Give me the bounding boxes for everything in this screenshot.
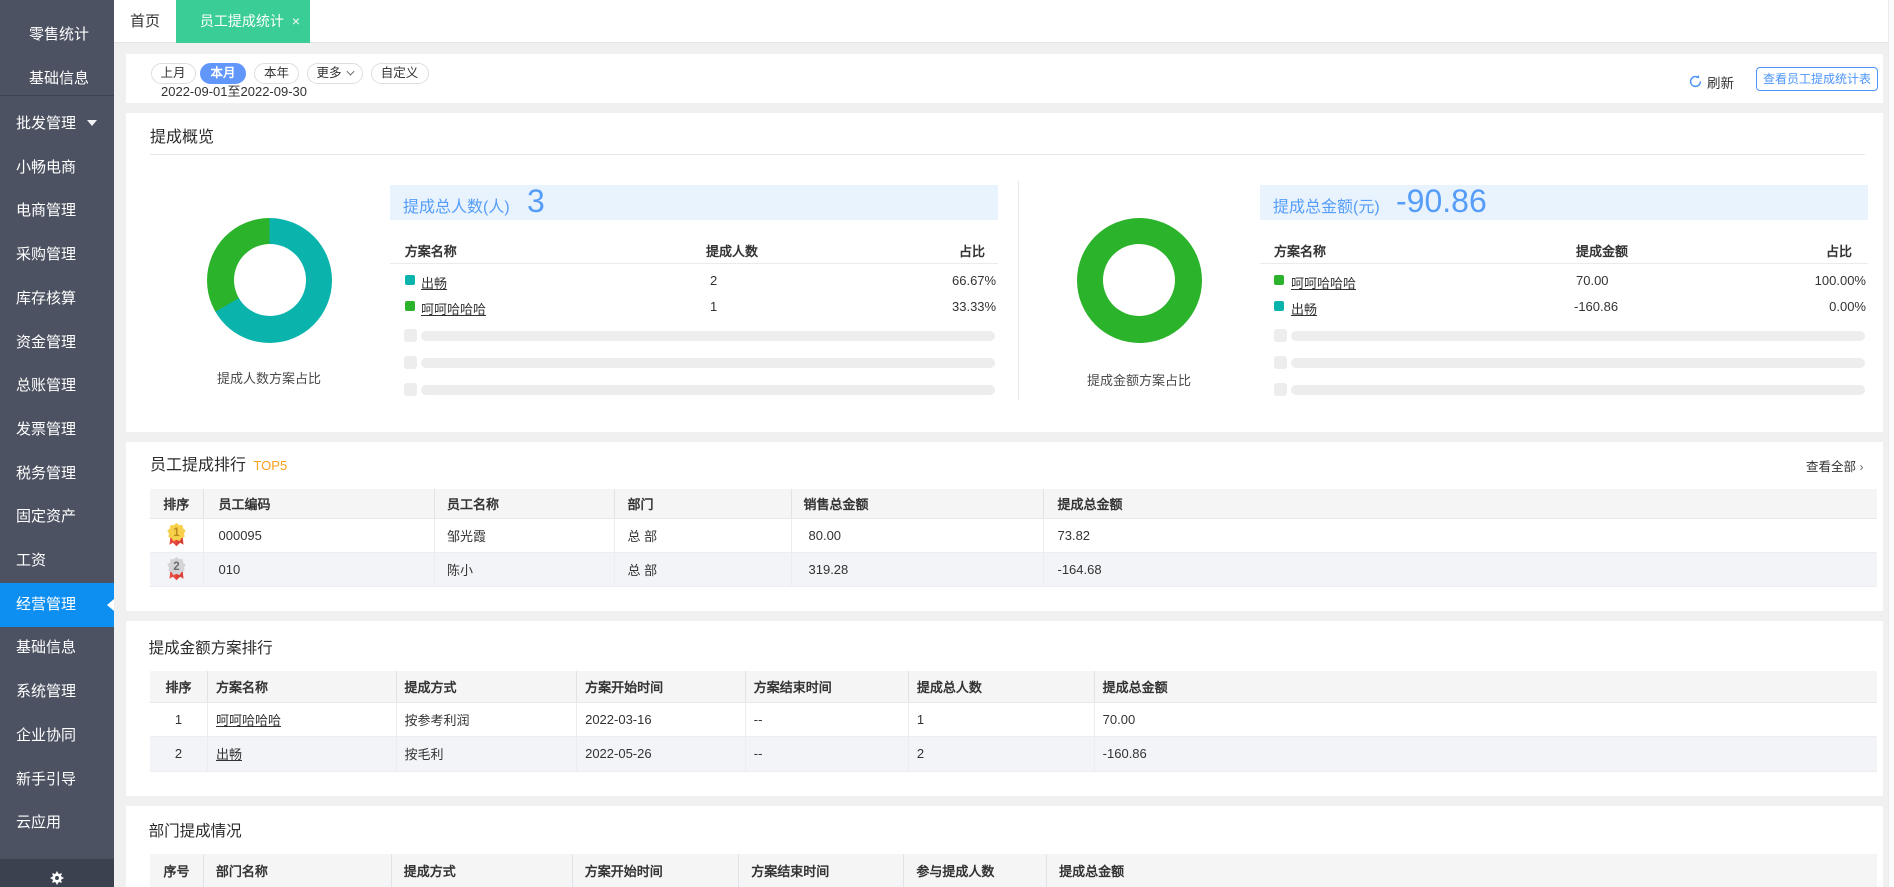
svg-text:2: 2	[173, 561, 179, 573]
svg-text:1: 1	[173, 527, 180, 539]
